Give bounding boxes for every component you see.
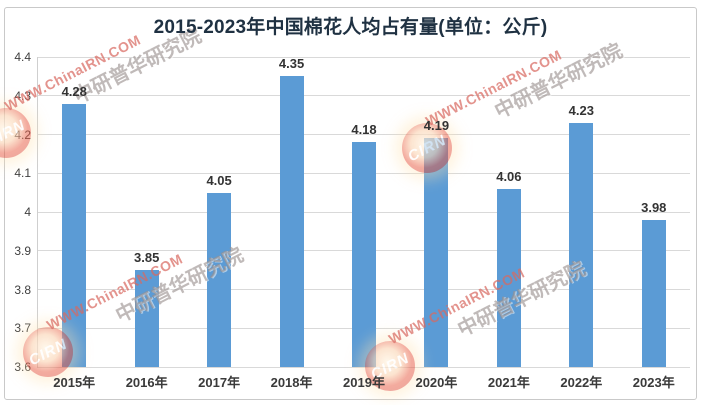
gridline bbox=[38, 95, 690, 97]
bar-2015年 bbox=[62, 103, 87, 367]
bar-2022年 bbox=[569, 122, 594, 367]
bar-value-label: 4.35 bbox=[278, 56, 305, 72]
bar-2023年 bbox=[641, 219, 666, 367]
y-tick-label: 4.4 bbox=[14, 50, 31, 64]
bar-2021年 bbox=[496, 188, 521, 367]
x-tick-label: 2018年 bbox=[270, 375, 313, 390]
bar-value-label: 3.98 bbox=[641, 199, 667, 215]
x-axis-labels: 2015年 2016年 2017年 2018年 2019年 2020年 2021年 2022年… bbox=[38, 372, 690, 392]
bar-value-label: 4.28 bbox=[61, 83, 87, 99]
y-tick-label: 4.2 bbox=[14, 127, 31, 142]
y-tick-label: 4.1 bbox=[14, 166, 31, 181]
y-axis-line bbox=[37, 57, 38, 368]
bar-2016年 bbox=[134, 270, 159, 367]
y-tick-label: 3.7 bbox=[14, 321, 31, 336]
bar-2020年 bbox=[424, 138, 449, 367]
plot-area: 4.28 3.85 4.05 4.35 4.18 4.19 4.06 4.23 3.98 bbox=[37, 56, 690, 368]
x-tick-label: 2021年 bbox=[487, 375, 530, 390]
bar-value-label: 4.06 bbox=[496, 168, 522, 184]
x-tick-label: 2017年 bbox=[198, 375, 241, 390]
bar-value-label: 4.19 bbox=[423, 118, 450, 134]
y-tick-label: 3.8 bbox=[14, 282, 31, 297]
gridline bbox=[38, 134, 690, 135]
bar-2017年 bbox=[207, 192, 232, 367]
y-tick-label: 4.3 bbox=[14, 88, 31, 103]
x-tick-label: 2016年 bbox=[125, 375, 168, 390]
bar-value-label: 3.85 bbox=[134, 250, 160, 266]
bar-value-label: 4.23 bbox=[568, 102, 594, 118]
bar-2018年 bbox=[279, 76, 304, 367]
x-tick-label: 2022年 bbox=[560, 375, 603, 390]
y-tick-label: 3.6 bbox=[14, 360, 31, 374]
x-tick-label: 2015年 bbox=[53, 375, 96, 390]
x-tick-label: 2023年 bbox=[632, 375, 675, 390]
bar-value-label: 4.05 bbox=[206, 172, 232, 188]
y-tick-label: 4 bbox=[24, 205, 31, 219]
gridline bbox=[38, 366, 690, 368]
gridline bbox=[38, 56, 690, 58]
bar-2019年 bbox=[352, 142, 376, 367]
chart-title: 2015-2023年中国棉花人均占有量(单位：公斤) bbox=[153, 17, 548, 38]
y-axis-labels: 4.4 4.3 4.2 4.1 4 3.9 3.8 3.7 3.6 bbox=[0, 50, 31, 374]
x-tick-label: 2019年 bbox=[343, 375, 385, 390]
bar-value-label: 4.18 bbox=[351, 122, 377, 138]
x-tick-label: 2020年 bbox=[415, 375, 458, 390]
y-tick-label: 3.9 bbox=[14, 243, 31, 258]
